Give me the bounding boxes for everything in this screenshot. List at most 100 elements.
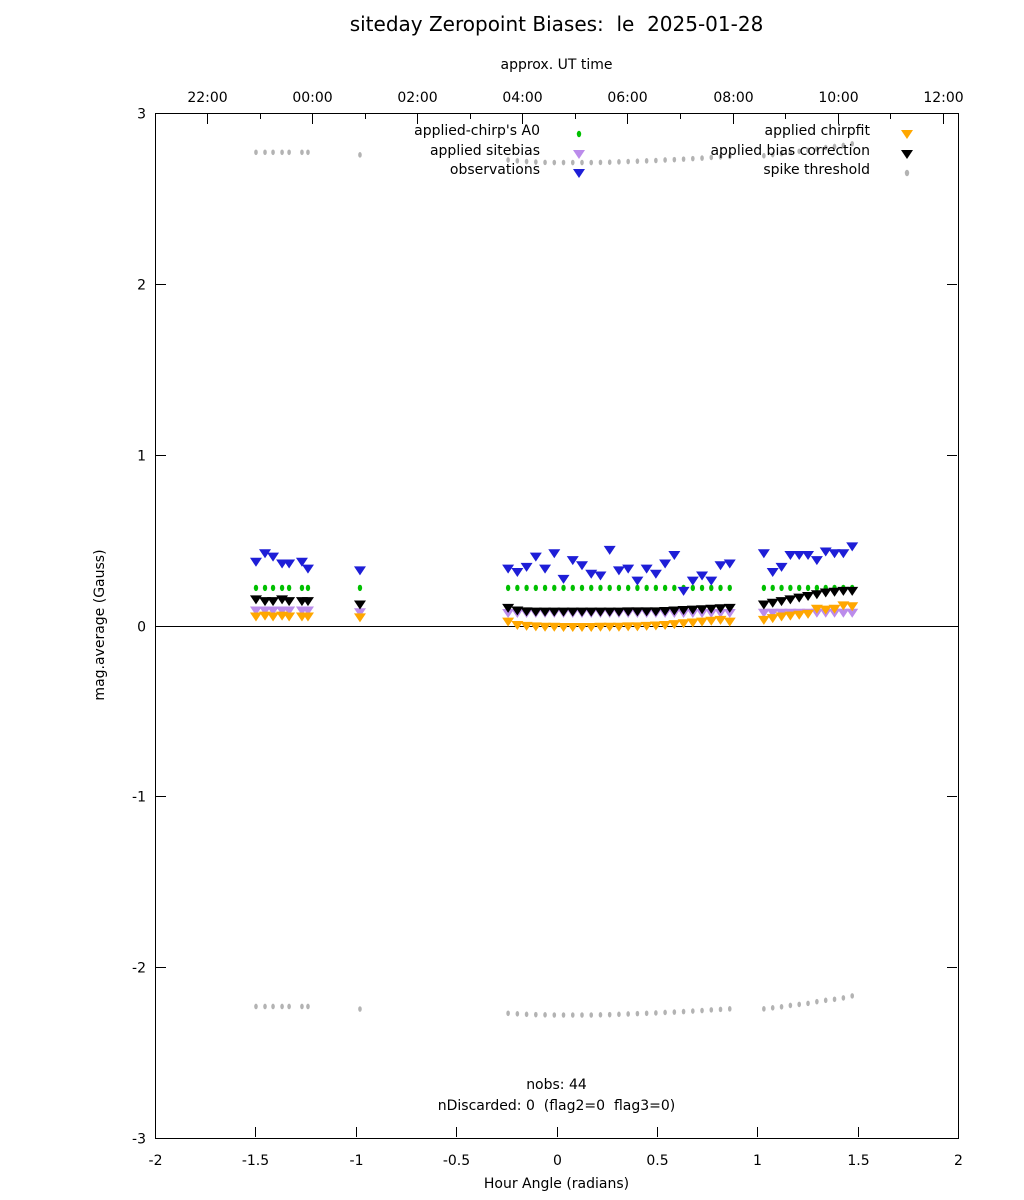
data-point	[505, 584, 511, 592]
data-point	[802, 591, 815, 601]
tick-label: 12:00	[923, 90, 963, 106]
data-point	[534, 159, 538, 165]
data-point	[534, 1011, 538, 1018]
data-point	[552, 1012, 557, 1018]
data-point	[511, 606, 524, 616]
data-point	[561, 159, 566, 166]
data-point	[649, 569, 662, 579]
data-point	[306, 149, 310, 156]
data-point	[566, 607, 579, 617]
data-point	[727, 153, 732, 160]
series-applied-chirp-s-a0	[253, 584, 855, 592]
data-point	[819, 547, 832, 557]
data-point	[263, 149, 267, 156]
data-point	[594, 607, 607, 617]
data-point	[644, 584, 649, 592]
data-point	[709, 584, 714, 592]
tick-label: 06:00	[607, 90, 647, 106]
data-point	[502, 617, 515, 627]
data-point	[727, 1006, 732, 1012]
data-point	[788, 1002, 793, 1009]
data-point	[585, 607, 598, 617]
data-point	[286, 584, 292, 592]
data-point	[529, 552, 542, 562]
data-point	[557, 607, 570, 617]
series-applied-chirpfit	[249, 601, 859, 633]
data-point	[797, 148, 802, 155]
tick-label: 0.5	[646, 1153, 668, 1169]
legend-label-applied-sitebias: applied sitebias	[429, 143, 540, 159]
data-point	[301, 597, 314, 607]
data-point	[617, 159, 621, 165]
data-point	[841, 142, 846, 149]
data-point	[502, 603, 515, 613]
data-point	[300, 1003, 304, 1010]
legend-label-applied-chirps-a0: applied-chirp's A0	[414, 123, 540, 139]
data-point	[846, 608, 859, 618]
data-point	[784, 595, 797, 605]
data-point	[279, 584, 285, 592]
data-point	[603, 622, 616, 632]
data-point	[691, 155, 695, 162]
data-point	[270, 584, 276, 592]
data-point	[259, 606, 272, 616]
data-point	[625, 584, 631, 592]
data-point	[594, 571, 607, 581]
data-point	[607, 1011, 612, 1018]
data-point	[603, 607, 616, 617]
data-point	[837, 586, 850, 596]
data-point	[511, 568, 524, 578]
data-point	[520, 621, 533, 631]
data-point	[548, 549, 561, 559]
data-point	[570, 159, 575, 166]
data-point	[612, 566, 625, 576]
data-point	[589, 159, 594, 166]
tick-label: 2	[137, 278, 146, 294]
data-point	[779, 584, 784, 592]
data-point	[612, 622, 625, 632]
data-point	[539, 564, 552, 574]
data-point	[280, 1003, 284, 1010]
tick-label: -2	[132, 961, 146, 977]
data-point	[305, 584, 311, 592]
data-point	[659, 559, 672, 569]
data-point	[520, 607, 533, 617]
data-point	[793, 610, 806, 620]
legend-label-applied-bias-correction: applied bias correction	[710, 143, 870, 159]
data-point	[603, 545, 616, 555]
data-point	[823, 997, 828, 1004]
data-point	[814, 584, 820, 592]
legend-marker-shape	[901, 150, 913, 159]
data-point	[306, 1003, 310, 1010]
data-point	[267, 606, 280, 616]
data-point	[654, 157, 658, 164]
data-point	[718, 1006, 723, 1013]
data-point	[267, 552, 280, 562]
data-point	[649, 621, 662, 631]
tick-label: 00:00	[292, 90, 332, 106]
data-point	[287, 1003, 291, 1010]
data-point	[832, 143, 837, 150]
data-point	[515, 158, 520, 164]
data-point	[690, 584, 696, 592]
data-point	[640, 621, 653, 631]
tick-label: 04:00	[502, 90, 542, 106]
data-point	[254, 149, 258, 156]
data-point	[775, 597, 788, 607]
x-axis: -2 -1.5 -1 -0.5 0 0.5 1 1.5 2	[149, 1127, 963, 1169]
legend-marker-shape	[576, 130, 582, 138]
data-point	[570, 1012, 575, 1018]
x-axis-title: Hour Angle (radians)	[483, 1176, 630, 1192]
data-point	[529, 622, 542, 632]
data-point	[511, 621, 524, 630]
data-point	[677, 605, 690, 615]
data-point	[579, 584, 585, 592]
data-point	[761, 584, 767, 592]
data-point	[810, 556, 823, 566]
tick-label: 22:00	[187, 90, 227, 106]
data-point	[557, 623, 570, 633]
data-point	[815, 146, 819, 152]
data-point	[779, 150, 784, 157]
data-point	[766, 614, 779, 624]
data-point	[714, 615, 727, 625]
